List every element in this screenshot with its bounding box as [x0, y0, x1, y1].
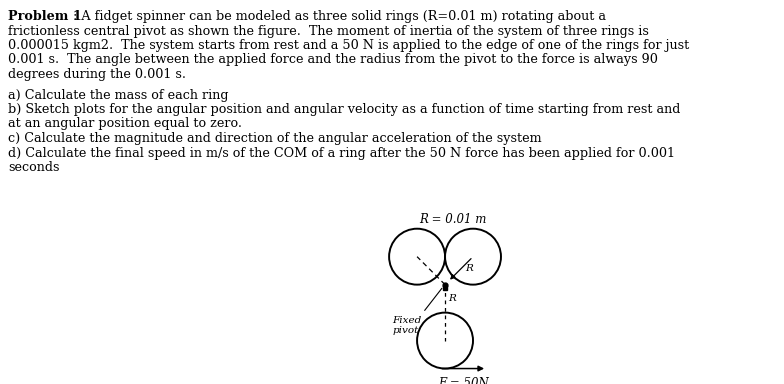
Text: R = 0.01 m: R = 0.01 m	[419, 213, 486, 226]
Text: R: R	[448, 294, 456, 303]
Text: F = 50N: F = 50N	[437, 377, 488, 384]
Text: degrees during the 0.001 s.: degrees during the 0.001 s.	[8, 68, 186, 81]
Text: Fixed
pivot: Fixed pivot	[392, 316, 421, 335]
Text: at an angular position equal to zero.: at an angular position equal to zero.	[8, 118, 242, 131]
Text: R: R	[465, 265, 473, 273]
Text: 0.000015 kgm2.  The system starts from rest and a 50 N is applied to the edge of: 0.000015 kgm2. The system starts from re…	[8, 39, 689, 52]
Text: seconds: seconds	[8, 161, 60, 174]
Text: a) Calculate the mass of each ring: a) Calculate the mass of each ring	[8, 88, 228, 101]
Text: b) Sketch plots for the angular position and angular velocity as a function of t: b) Sketch plots for the angular position…	[8, 103, 681, 116]
Text: 0.001 s.  The angle between the applied force and the radius from the pivot to t: 0.001 s. The angle between the applied f…	[8, 53, 658, 66]
Text: d) Calculate the final speed in m/s of the COM of a ring after the 50 N force ha: d) Calculate the final speed in m/s of t…	[8, 147, 675, 159]
Text: frictionless central pivot as shown the figure.  The moment of inertia of the sy: frictionless central pivot as shown the …	[8, 25, 649, 38]
Text: c) Calculate the magnitude and direction of the angular acceleration of the syst: c) Calculate the magnitude and direction…	[8, 132, 542, 145]
Text: : A fidget spinner can be modeled as three solid rings (R=0.01 m) rotating about: : A fidget spinner can be modeled as thr…	[73, 10, 606, 23]
Text: Problem 1: Problem 1	[8, 10, 82, 23]
